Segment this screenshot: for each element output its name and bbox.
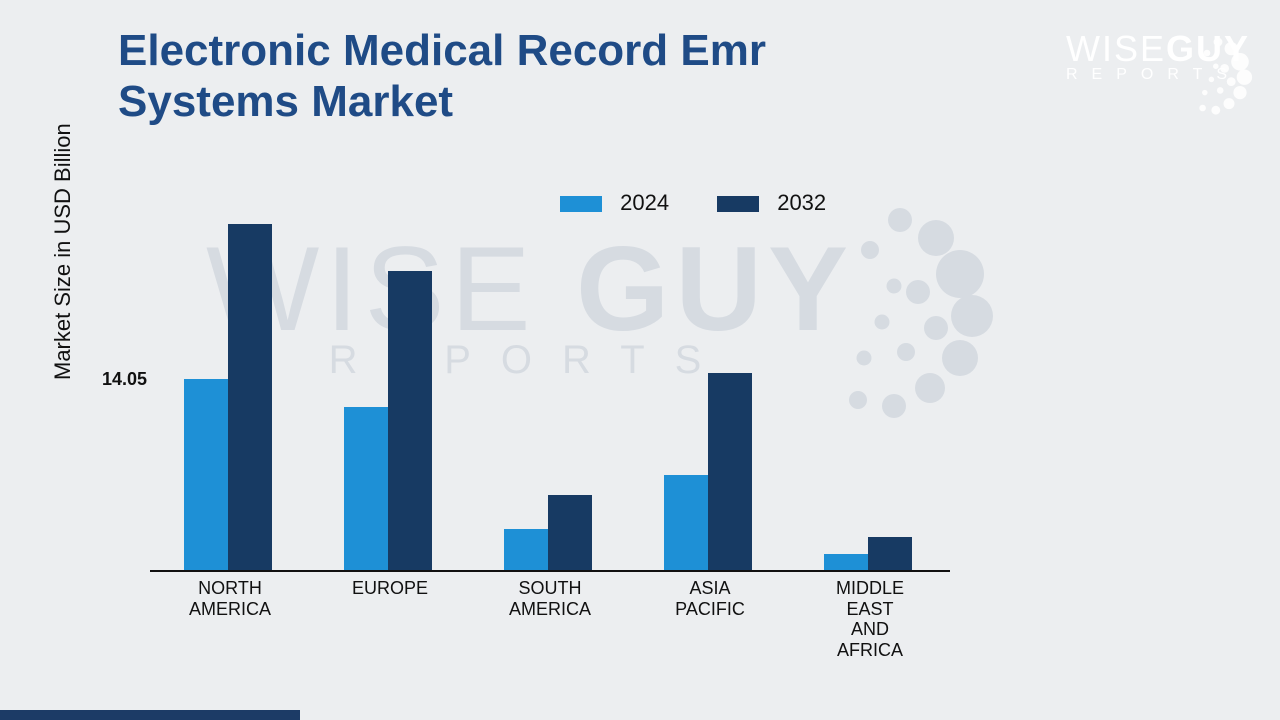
bar: [344, 407, 388, 570]
y-axis-label: Market Size in USD Billion: [50, 123, 76, 380]
bar: [388, 271, 432, 570]
bottom-accent-bar: [0, 710, 300, 720]
plot-area: 14.05 NORTHAMERICAEUROPESOUTHAMERICAASIA…: [150, 190, 950, 570]
bar: [664, 475, 708, 570]
y-tick-label: 14.05: [102, 369, 147, 390]
chart-area: Market Size in USD Billion 14.05 NORTHAM…: [60, 170, 960, 700]
brand-line2: REPORTS: [1066, 66, 1250, 84]
bar: [548, 495, 592, 570]
category-label: MIDDLEEASTANDAFRICA: [790, 578, 950, 661]
category-label: NORTHAMERICA: [150, 578, 310, 619]
brand-line1-b: GUY: [1166, 28, 1250, 69]
bar: [228, 224, 272, 570]
bar: [184, 379, 228, 570]
category-label: SOUTHAMERICA: [470, 578, 630, 619]
brand-logo: WISEGUY REPORTS: [1066, 28, 1250, 84]
category-label: EUROPE: [310, 578, 470, 599]
bar: [824, 554, 868, 570]
brand-line1-a: WISE: [1066, 28, 1166, 69]
category-label: ASIAPACIFIC: [630, 578, 790, 619]
x-axis-baseline: [150, 570, 950, 572]
bar: [504, 529, 548, 570]
bar: [708, 373, 752, 570]
chart-title: Electronic Medical Record Emr Systems Ma…: [118, 26, 818, 127]
bar: [868, 537, 912, 570]
stage: WISE GUY REPORTS Electronic Medical Reco…: [0, 0, 1280, 720]
